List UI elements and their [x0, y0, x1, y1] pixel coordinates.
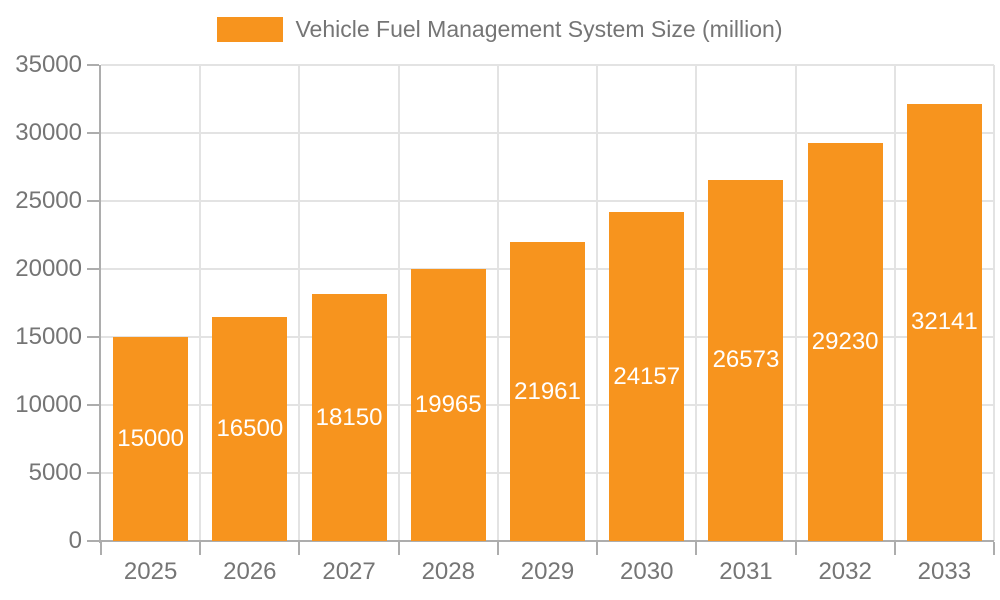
- x-axis-label: 2031: [719, 558, 773, 585]
- bar-value-label: 15000: [117, 425, 184, 452]
- bar: [708, 179, 784, 541]
- y-axis-label: 5000: [28, 459, 82, 486]
- y-axis-tick: [87, 472, 99, 474]
- gridline-vertical: [596, 65, 599, 541]
- bar: [609, 212, 685, 541]
- gridline-vertical: [794, 65, 797, 541]
- bar: [807, 143, 883, 541]
- gridline-vertical: [496, 65, 499, 541]
- gridline-horizontal: [101, 132, 994, 134]
- y-axis-label: 25000: [15, 187, 82, 214]
- bar: [311, 294, 387, 541]
- gridline-horizontal: [101, 64, 994, 66]
- x-axis-label: 2025: [123, 558, 178, 585]
- x-axis-label: 2029: [520, 558, 575, 585]
- bar: [113, 337, 189, 541]
- gridline-vertical: [993, 65, 995, 541]
- x-axis-label: 2026: [223, 558, 277, 585]
- gridline-vertical: [298, 65, 301, 541]
- x-axis-line: [99, 540, 994, 542]
- y-axis-tick: [87, 64, 99, 66]
- x-axis-label: 2028: [421, 558, 475, 585]
- bar-value-label: 18150: [315, 403, 383, 431]
- bar-value-label: 29230: [811, 328, 879, 356]
- gridline-vertical: [199, 65, 202, 541]
- y-axis-line: [99, 65, 101, 543]
- bar-value-label: 21961: [514, 377, 581, 405]
- x-axis-label: 2030: [620, 558, 674, 585]
- legend-swatch-icon: [217, 16, 284, 42]
- x-axis-tick: [596, 542, 599, 555]
- bar: [906, 103, 982, 541]
- bar: [510, 242, 585, 541]
- x-axis-tick: [794, 542, 797, 555]
- x-axis-tick: [397, 542, 400, 555]
- x-axis-tick: [298, 542, 301, 555]
- x-axis-tick: [199, 542, 202, 555]
- bar-value-label: 24157: [613, 362, 681, 390]
- bar: [410, 269, 486, 541]
- bar: [212, 316, 288, 541]
- legend[interactable]: Vehicle Fuel Management System Size (mil…: [0, 15, 1000, 43]
- y-axis-tick: [87, 540, 99, 542]
- y-axis-tick: [87, 200, 99, 202]
- gridline-vertical: [695, 65, 698, 541]
- y-axis-label: 35000: [15, 51, 82, 78]
- gridline-vertical: [397, 65, 400, 541]
- x-axis-label: 2027: [322, 558, 376, 585]
- x-axis-tick: [496, 542, 499, 555]
- y-axis-label: 10000: [15, 391, 82, 418]
- x-axis-tick: [993, 542, 995, 555]
- bar-value-label: 19965: [414, 391, 482, 419]
- x-axis-tick: [100, 542, 102, 555]
- legend-label: Vehicle Fuel Management System Size (mil…: [295, 16, 783, 42]
- y-axis-tick: [87, 336, 99, 338]
- bar-value-label: 16500: [216, 414, 284, 442]
- y-axis-tick: [87, 404, 99, 406]
- y-axis-label: 20000: [15, 255, 82, 282]
- bar-value-label: 26573: [712, 346, 780, 374]
- x-axis-label: 2032: [818, 558, 872, 585]
- y-axis-label: 30000: [15, 119, 82, 146]
- gridline-horizontal: [101, 200, 994, 202]
- y-axis-tick: [87, 268, 99, 270]
- bar-value-label: 32141: [911, 308, 978, 336]
- y-axis-label: 15000: [15, 323, 82, 350]
- y-axis-label: 0: [68, 527, 82, 554]
- gridline-vertical: [893, 65, 896, 541]
- x-axis-label: 2033: [917, 558, 972, 585]
- y-axis-tick: [87, 132, 99, 134]
- x-axis-tick: [893, 542, 896, 555]
- x-axis-tick: [695, 542, 698, 555]
